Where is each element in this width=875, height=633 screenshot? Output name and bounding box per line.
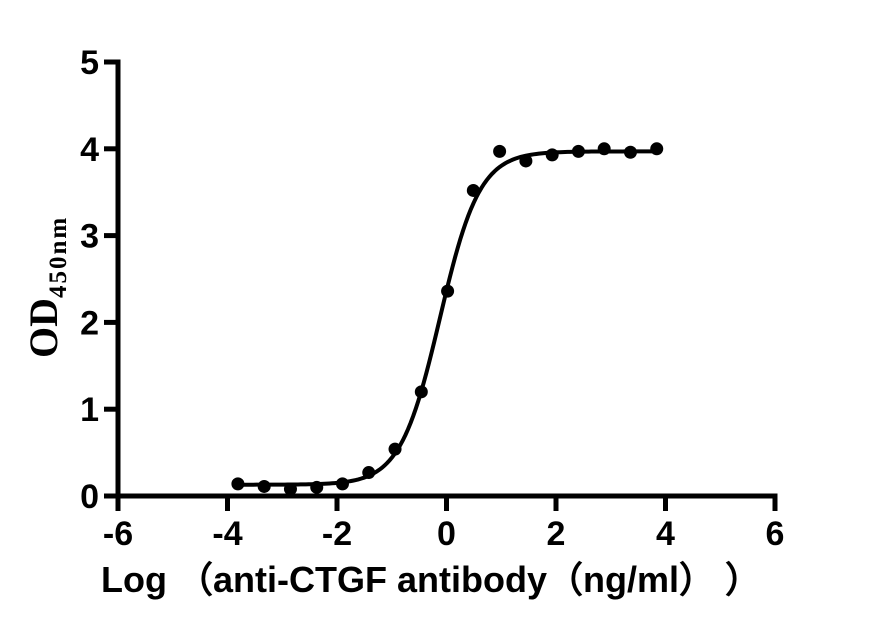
data-point [597, 142, 611, 156]
data-point [283, 482, 297, 496]
data-point [441, 284, 455, 298]
y-tick-label: 3 [80, 218, 99, 256]
data-point [493, 144, 507, 158]
data-point [545, 148, 559, 162]
data-points [231, 142, 664, 496]
y-axis-title-main: OD [21, 298, 66, 358]
y-axis-ticks [104, 59, 118, 499]
data-point [388, 442, 402, 456]
x-axis-tick-labels: -6 -4 -2 0 2 4 6 [103, 515, 785, 553]
x-axis-title: Log （anti-CTGF antibody（ng/ml） ） [101, 559, 761, 600]
x-tick-label: -2 [322, 515, 352, 553]
y-tick-label: 1 [80, 391, 99, 429]
data-point [414, 385, 428, 399]
y-tick-label: 2 [80, 304, 99, 342]
y-axis-title-subscript: 450nm [45, 216, 72, 298]
fit-curve [235, 149, 659, 487]
data-point [571, 144, 585, 158]
data-point [650, 142, 664, 156]
x-tick-label: 0 [437, 515, 456, 553]
data-point [335, 477, 349, 491]
data-point [310, 480, 324, 494]
y-axis-tick-labels: 0 1 2 3 4 5 [80, 44, 99, 516]
x-tick-label: -6 [103, 515, 133, 553]
data-point [466, 183, 480, 197]
y-tick-label: 5 [80, 44, 99, 82]
data-point [362, 466, 376, 480]
data-point [257, 479, 271, 493]
data-point [623, 145, 637, 159]
y-tick-label: 4 [80, 131, 99, 169]
x-tick-label: 4 [656, 515, 675, 553]
x-tick-label: 2 [547, 515, 566, 553]
data-point [231, 477, 245, 491]
x-tick-label: -4 [212, 515, 242, 553]
y-tick-label: 0 [80, 478, 99, 516]
y-axis-title: OD450nm [21, 216, 72, 358]
x-tick-label: 6 [766, 515, 785, 553]
data-point [519, 154, 533, 168]
